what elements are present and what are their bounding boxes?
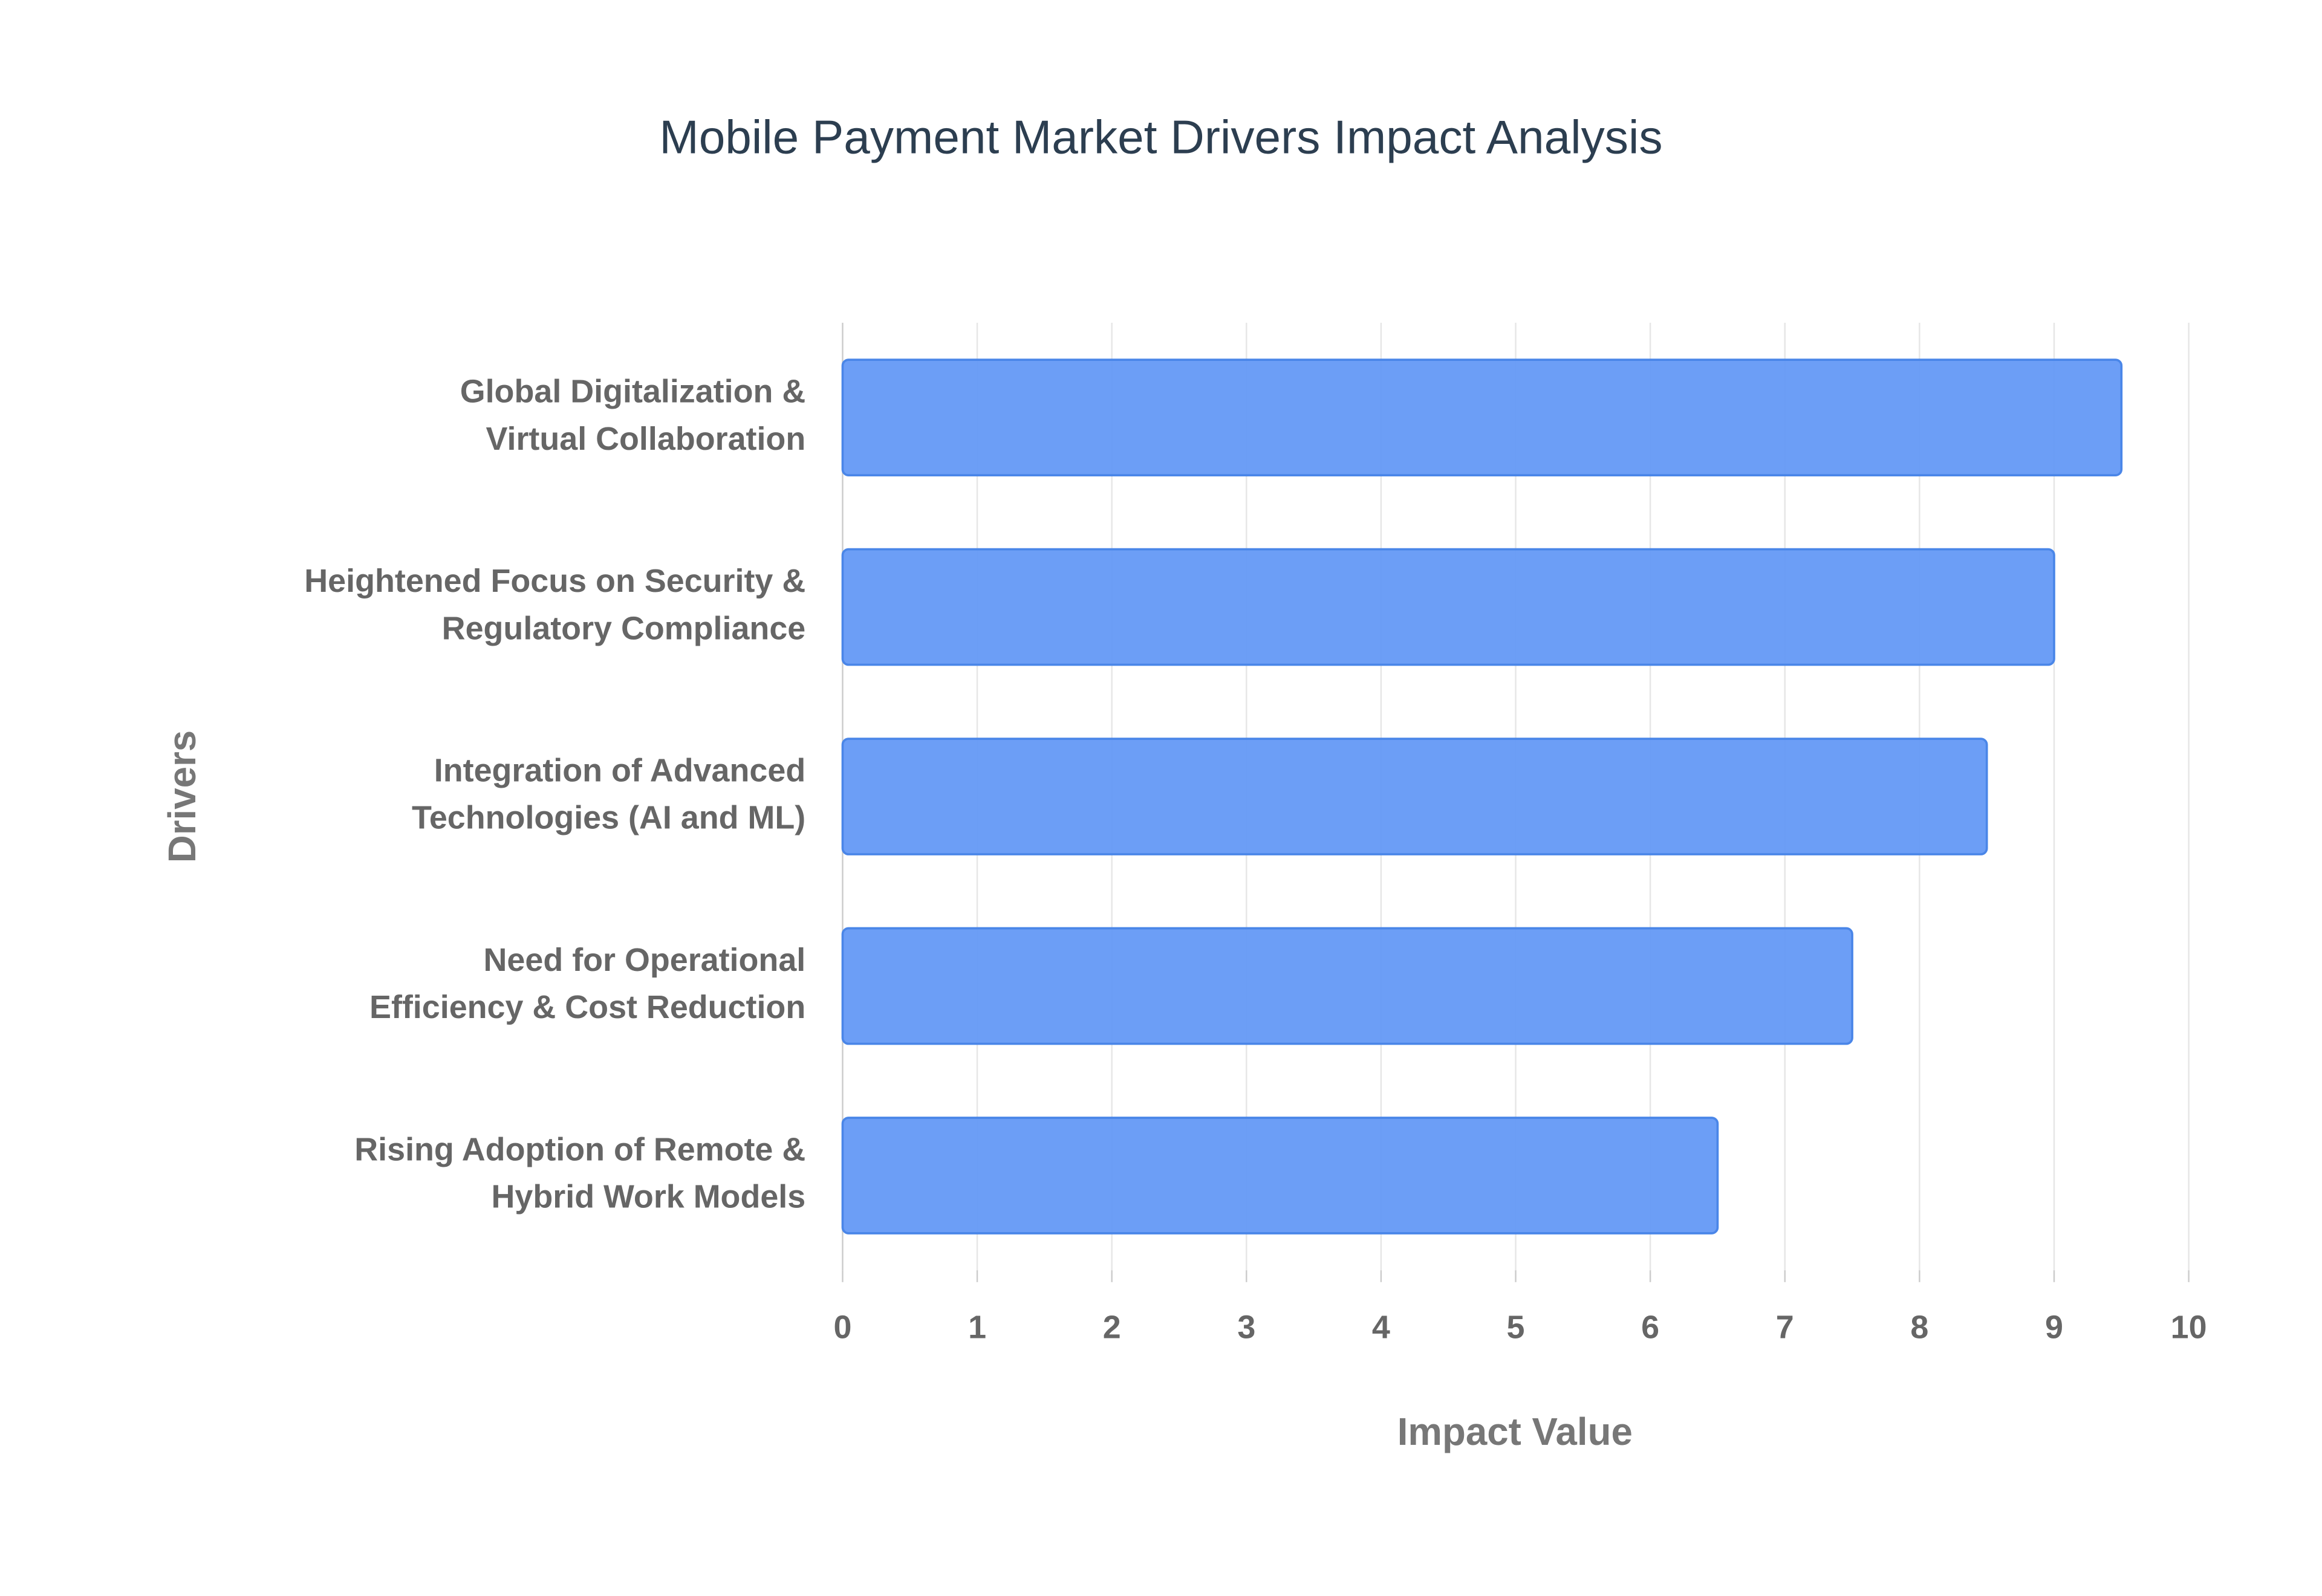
y-axis-title: Drivers — [161, 730, 204, 863]
y-tick-label: Need for Operational Efficiency & Cost Re… — [369, 942, 805, 1025]
x-tick-label: 3 — [1237, 1309, 1255, 1345]
x-tick-label: 8 — [1910, 1309, 1928, 1345]
x-axis-title: Impact Value — [1397, 1410, 1633, 1453]
x-tick-label: 2 — [1103, 1309, 1121, 1345]
bar — [841, 927, 1853, 1045]
bar — [841, 1117, 1719, 1234]
y-tick-label: Heightened Focus on Security & Regulatory… — [304, 563, 805, 646]
x-tick-label: 9 — [2045, 1309, 2063, 1345]
x-tick-label: 1 — [968, 1309, 986, 1345]
bar — [841, 358, 2123, 476]
x-tick-label: 0 — [833, 1309, 851, 1345]
y-tick-label: Integration of Advanced Technologies (AI … — [412, 753, 805, 836]
chart-title: Mobile Payment Market Drivers Impact Ana… — [659, 110, 1662, 163]
y-tick-label: Global Digitalization & Virtual Collabora… — [460, 374, 806, 457]
x-tick-label: 7 — [1776, 1309, 1794, 1345]
bar — [841, 738, 1988, 855]
x-tick-label: 10 — [2171, 1309, 2207, 1345]
bar — [841, 548, 2055, 666]
y-tick-label: Rising Adoption of Remote & Hybrid Work M… — [354, 1132, 805, 1215]
x-tick-label: 5 — [1507, 1309, 1525, 1345]
x-tick-label: 6 — [1641, 1309, 1659, 1345]
x-tick-label: 4 — [1372, 1309, 1390, 1345]
